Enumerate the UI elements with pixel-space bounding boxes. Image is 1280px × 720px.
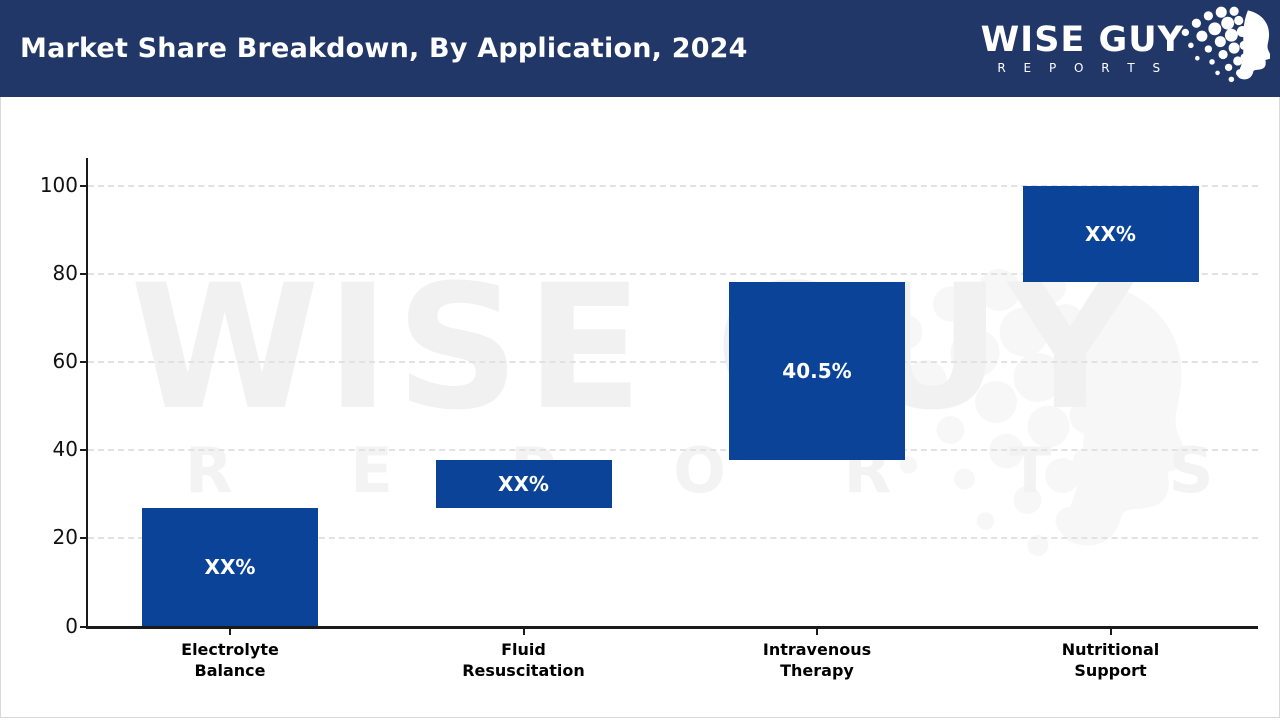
gridline [88, 361, 1258, 364]
gridline [88, 273, 1258, 276]
category-label: Fluid Resuscitation [462, 640, 585, 680]
bar-segment: XX% [142, 508, 318, 627]
gridline [88, 537, 1258, 540]
bar-value-label: XX% [204, 555, 256, 580]
bar-value-label: 40.5% [782, 359, 852, 384]
category-label: Nutritional Support [1061, 640, 1160, 680]
category-label: Electrolyte Balance [181, 640, 279, 680]
y-tick-label: 20 [52, 525, 78, 550]
bar-segment: 40.5% [729, 282, 905, 461]
bar-value-label: XX% [498, 472, 549, 497]
bar-segment: XX% [435, 460, 612, 509]
y-tick-label: 40 [52, 437, 78, 462]
y-tick-label: 80 [52, 261, 78, 286]
x-axis-spine [86, 625, 1258, 629]
category-label: Intravenous Therapy [762, 640, 872, 680]
page-title: Market Share Breakdown, By Application, … [20, 33, 748, 64]
gridline [88, 449, 1258, 452]
y-tick-label: 0 [65, 613, 78, 638]
x-tick-mark [522, 627, 525, 635]
y-tick-mark [80, 537, 88, 540]
header-bar: Market Share Breakdown, By Application, … [0, 0, 1280, 97]
y-tick-mark [80, 273, 88, 276]
dotted-head-icon [1181, 6, 1270, 82]
y-tick-label: 100 [39, 173, 78, 197]
logo-main-text: WISE GUY [980, 20, 1184, 60]
gridline [88, 185, 1258, 187]
bar-segment: XX% [1022, 186, 1199, 283]
y-axis-spine [86, 158, 88, 629]
y-tick-mark [80, 625, 88, 628]
logo-sub-text: R E P O R T S [997, 61, 1168, 75]
x-tick-mark [229, 627, 231, 635]
bar-value-label: XX% [1085, 222, 1136, 246]
y-tick-mark [80, 361, 88, 364]
x-tick-mark [816, 627, 818, 635]
y-tick-mark [80, 185, 88, 187]
y-tick-mark [80, 449, 88, 452]
x-tick-mark [1109, 627, 1112, 635]
logo-text: WISE GUY R E P O R T S [980, 20, 1184, 75]
watermark-head-icon [849, 269, 1185, 556]
y-tick-label: 60 [52, 349, 78, 374]
wise-guy-reports-logo: WISE GUY R E P O R T S [981, 5, 1280, 93]
